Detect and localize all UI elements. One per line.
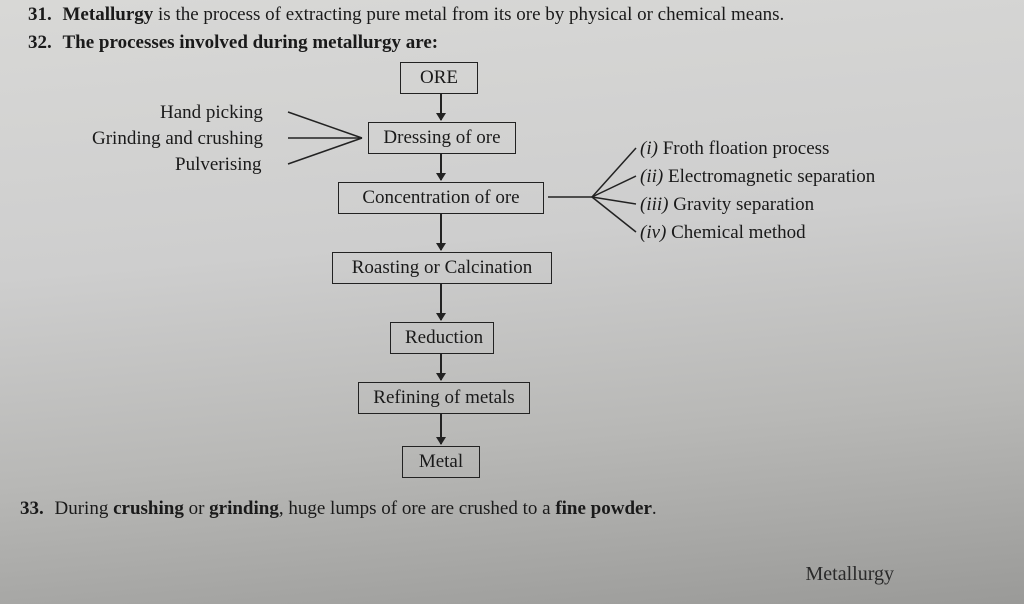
question-33: 33. During crushing or grinding, huge lu…	[20, 496, 990, 522]
q33-b1: crushing	[113, 498, 184, 519]
q33-number: 33.	[20, 498, 44, 519]
q33-b3: fine powder	[555, 498, 652, 519]
q33-pre: During	[55, 498, 114, 519]
page-footer-label: Metallurgy	[805, 563, 894, 586]
q33-mid2: , huge lumps of ore are crushed to a	[279, 498, 555, 519]
q33-end: .	[652, 498, 657, 519]
page: 31. Metallurgy is the process of extract…	[0, 0, 1024, 604]
q33-b2: grinding	[209, 498, 279, 519]
q33-mid1: or	[184, 498, 209, 519]
